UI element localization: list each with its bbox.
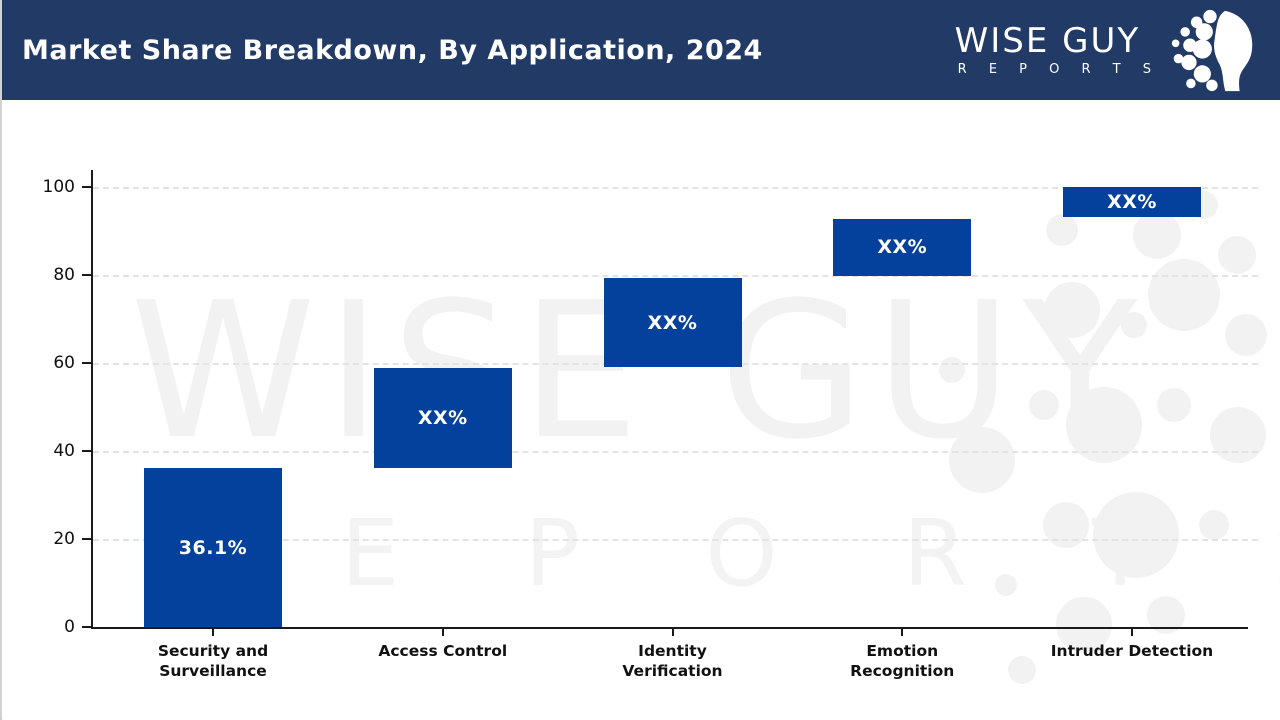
- y-tick-label-100: 100: [42, 177, 75, 197]
- bar-identity-verification: XX%: [603, 278, 742, 367]
- x-tick-mark-security-and-surveillance: [212, 627, 214, 636]
- bar-value-label-security-and-surveillance: 36.1%: [178, 536, 248, 559]
- y-tick-label-0: 0: [64, 617, 75, 637]
- x-tick-mark-access-control: [441, 627, 444, 636]
- brand-name: WISE GUY: [954, 20, 1141, 61]
- brand-subname: R E P O R T S: [957, 61, 1160, 77]
- bar-value-label-access-control: XX%: [417, 406, 468, 429]
- brand-logo: WISE GUY R E P O R T S: [955, 7, 1258, 93]
- bar-value-label-emotion-recognition: XX%: [877, 236, 928, 259]
- bar-value-label-intruder-detection: XX%: [1107, 190, 1157, 213]
- x-axis-line: [91, 627, 1248, 629]
- y-tick-mark-0: [82, 626, 91, 628]
- page-title: Market Share Breakdown, By Application, …: [22, 34, 763, 66]
- y-tick-mark-40: [82, 450, 91, 452]
- bar-intruder-detection: XX%: [1063, 187, 1201, 217]
- y-tick-mark-80: [82, 274, 91, 276]
- y-tick-mark-20: [82, 538, 91, 540]
- y-tick-label-80: 80: [53, 265, 75, 285]
- gridline-40: [93, 451, 1258, 453]
- x-category-label-emotion-recognition: Emotion Recognition: [850, 642, 955, 681]
- bar-security-and-surveillance: 36.1%: [144, 468, 282, 627]
- header-bar: Market Share Breakdown, By Application, …: [2, 0, 1280, 100]
- x-tick-mark-emotion-recognition: [901, 627, 904, 636]
- y-tick-label-60: 60: [53, 353, 75, 373]
- x-tick-mark-intruder-detection: [1131, 627, 1133, 636]
- gridline-100: [93, 187, 1258, 189]
- y-tick-mark-60: [82, 362, 91, 364]
- y-tick-label-20: 20: [53, 529, 75, 549]
- brand-logo-text: WISE GUY R E P O R T S: [955, 24, 1160, 77]
- dotted-head-icon: [1171, 9, 1253, 92]
- gridline-20: [93, 539, 1258, 541]
- bar-emotion-recognition: XX%: [833, 219, 972, 276]
- y-axis-line: [91, 170, 93, 629]
- y-tick-mark-100: [82, 186, 91, 188]
- x-category-label-identity-verification: Identity Verification: [622, 642, 723, 681]
- chart-canvas: WISE GUY R E P O R T S 0 20 40 60 80 100 36.1…: [2, 100, 1280, 720]
- x-category-label-intruder-detection: Intruder Detection: [1050, 642, 1214, 660]
- bar-value-label-identity-verification: XX%: [647, 311, 698, 334]
- watermark-dotted-head: [939, 189, 1267, 684]
- x-category-label-security-and-surveillance: Security and Surveillance: [157, 642, 269, 681]
- bar-access-control: XX%: [373, 367, 512, 469]
- x-tick-mark-identity-verification: [671, 627, 674, 636]
- y-tick-label-40: 40: [53, 441, 75, 461]
- x-category-label-access-control: Access Control: [378, 642, 508, 660]
- gridline-80: [93, 275, 1258, 277]
